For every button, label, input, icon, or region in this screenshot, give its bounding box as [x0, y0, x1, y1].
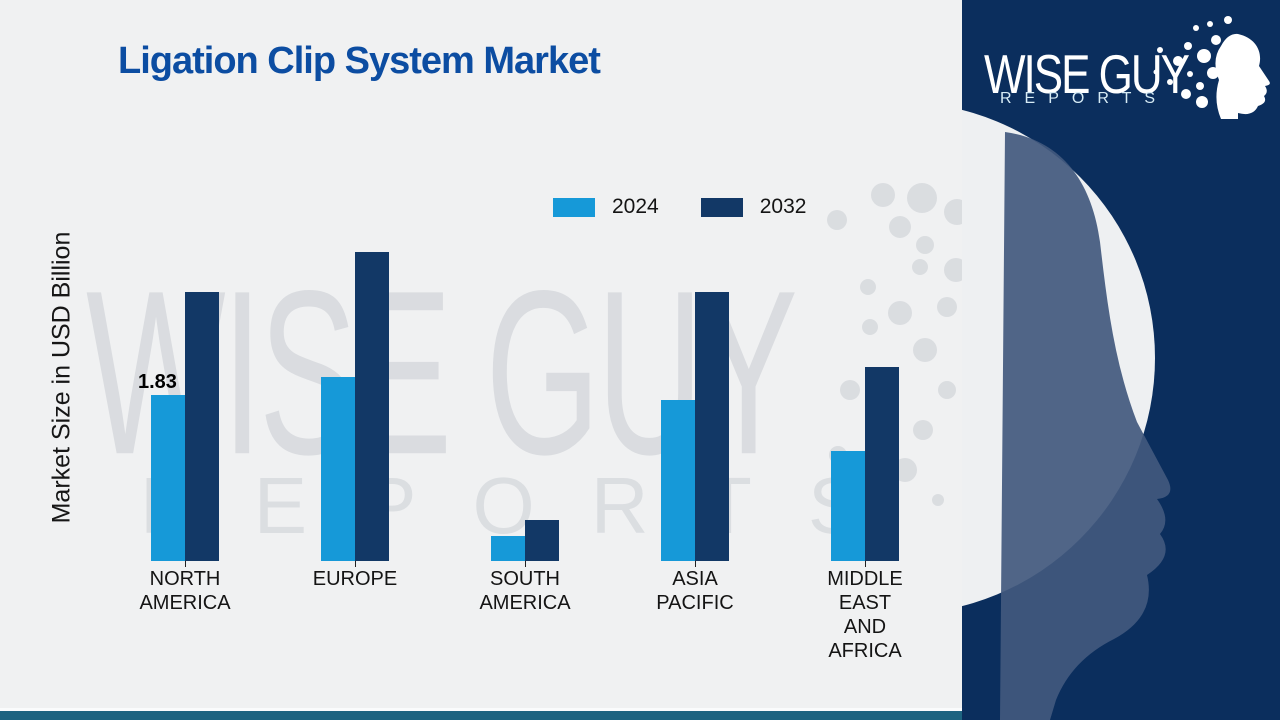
category-label-middle-east-and-africa: MIDDLE EAST AND AFRICA: [827, 568, 903, 662]
bottom-divider-line: [0, 708, 1280, 711]
bar-value-label: 1.83: [138, 371, 177, 393]
x-axis-tick: [865, 561, 866, 567]
bar-2032-north-america: [185, 292, 219, 561]
chart-title: Ligation Clip System Market: [118, 40, 601, 82]
x-axis-tick: [525, 561, 526, 567]
bar-2024-asia-pacific: [661, 400, 695, 561]
legend-swatch-2024: [553, 197, 595, 217]
bar-2032-middle-east-and-africa: [865, 367, 899, 561]
bar-2024-europe: [321, 377, 355, 561]
bottom-accent-strip: [0, 711, 1280, 720]
bar-2024-north-america: [151, 395, 185, 561]
bar-2024-middle-east-and-africa: [831, 451, 865, 561]
category-label-europe: EUROPE: [312, 568, 398, 590]
bar-2024-south-america: [491, 536, 525, 561]
legend-label-2032: 2032: [759, 195, 807, 218]
x-axis-tick: [355, 561, 356, 567]
legend: 2024 2032: [553, 195, 848, 219]
brand-sub-text: REPORTS: [1000, 90, 1169, 107]
legend-label-2024: 2024: [612, 195, 659, 218]
bar-2032-asia-pacific: [695, 292, 729, 561]
bar-2032-south-america: [525, 520, 559, 561]
category-label-north-america: NORTH AMERICA: [139, 568, 231, 614]
x-axis-tick: [185, 561, 186, 567]
category-label-south-america: SOUTH AMERICA: [479, 568, 571, 614]
bar-2032-europe: [355, 252, 389, 561]
legend-swatch-2032: [700, 197, 743, 217]
category-label-asia-pacific: ASIA PACIFIC: [656, 568, 734, 614]
x-axis-tick: [695, 561, 696, 567]
